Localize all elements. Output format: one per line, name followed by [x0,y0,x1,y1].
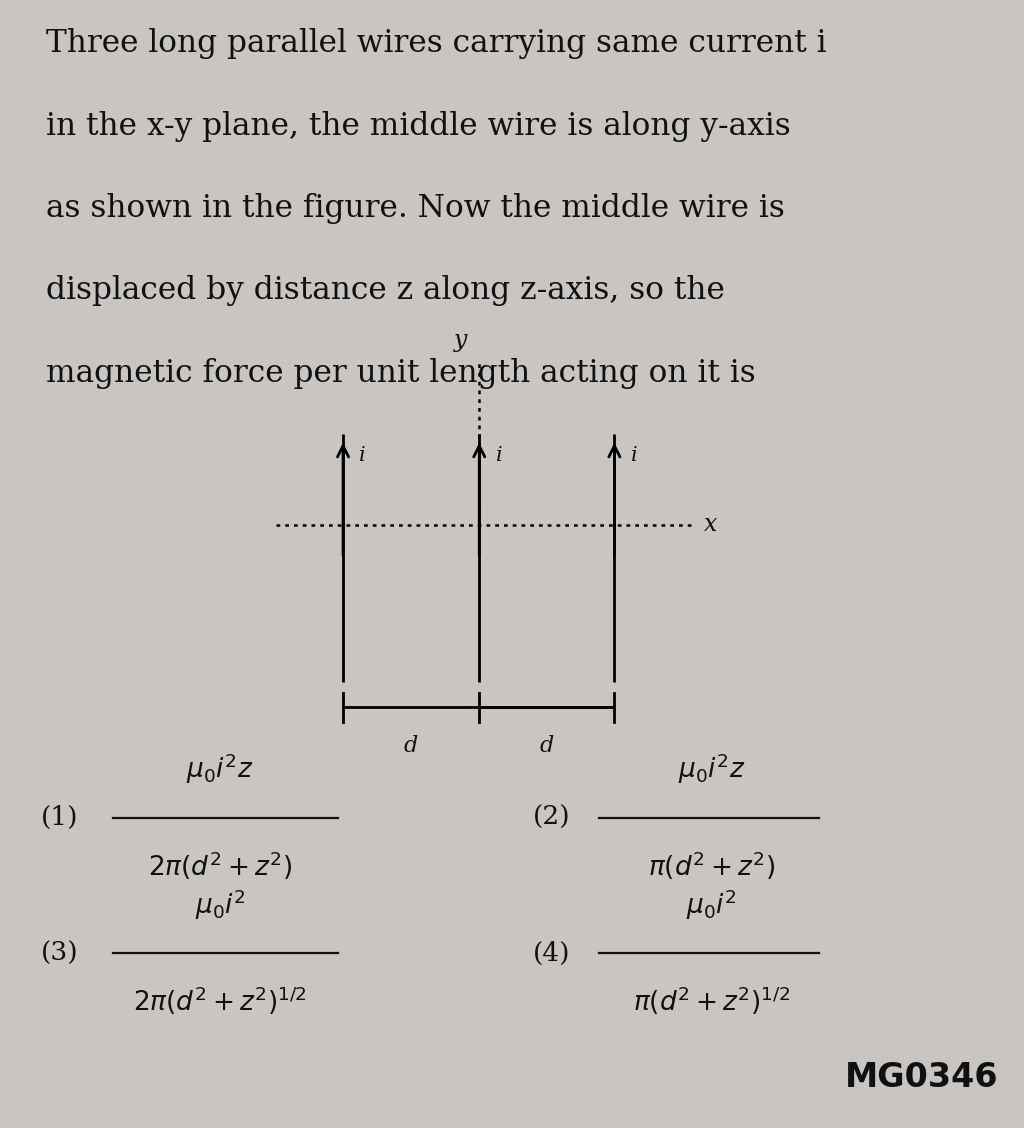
Text: $\mu_0 i^2$: $\mu_0 i^2$ [195,887,246,922]
Text: (4): (4) [532,941,570,966]
Text: $\pi(d^2 + z^2)$: $\pi(d^2 + z^2)$ [648,849,775,882]
Text: in the x-y plane, the middle wire is along y-axis: in the x-y plane, the middle wire is alo… [46,111,791,141]
Text: displaced by distance z along z-axis, so the: displaced by distance z along z-axis, so… [46,275,725,306]
Text: $2\pi(d^2 + z^2)^{1/2}$: $2\pi(d^2 + z^2)^{1/2}$ [133,985,307,1017]
Text: Three long parallel wires carrying same current i: Three long parallel wires carrying same … [46,28,826,59]
Text: as shown in the figure. Now the middle wire is: as shown in the figure. Now the middle w… [46,193,785,223]
Text: d: d [404,735,418,758]
Text: d: d [540,735,554,758]
Text: $\mu_0 i^2 z$: $\mu_0 i^2 z$ [678,751,745,786]
Text: (1): (1) [41,805,79,830]
Text: (3): (3) [41,941,79,966]
Text: x: x [703,513,717,536]
Text: $\mu_0 i^2$: $\mu_0 i^2$ [686,887,737,922]
Text: i: i [359,446,366,465]
Text: y: y [454,329,467,352]
Text: i: i [496,446,502,465]
Text: i: i [631,446,637,465]
Text: $\pi(d^2 + z^2)^{1/2}$: $\pi(d^2 + z^2)^{1/2}$ [633,985,791,1017]
Text: MG0346: MG0346 [845,1060,998,1094]
Text: $\mu_0 i^2 z$: $\mu_0 i^2 z$ [186,751,254,786]
Text: (2): (2) [532,805,570,830]
Text: magnetic force per unit length acting on it is: magnetic force per unit length acting on… [46,358,756,388]
Text: $2\pi(d^2 + z^2)$: $2\pi(d^2 + z^2)$ [148,849,292,882]
